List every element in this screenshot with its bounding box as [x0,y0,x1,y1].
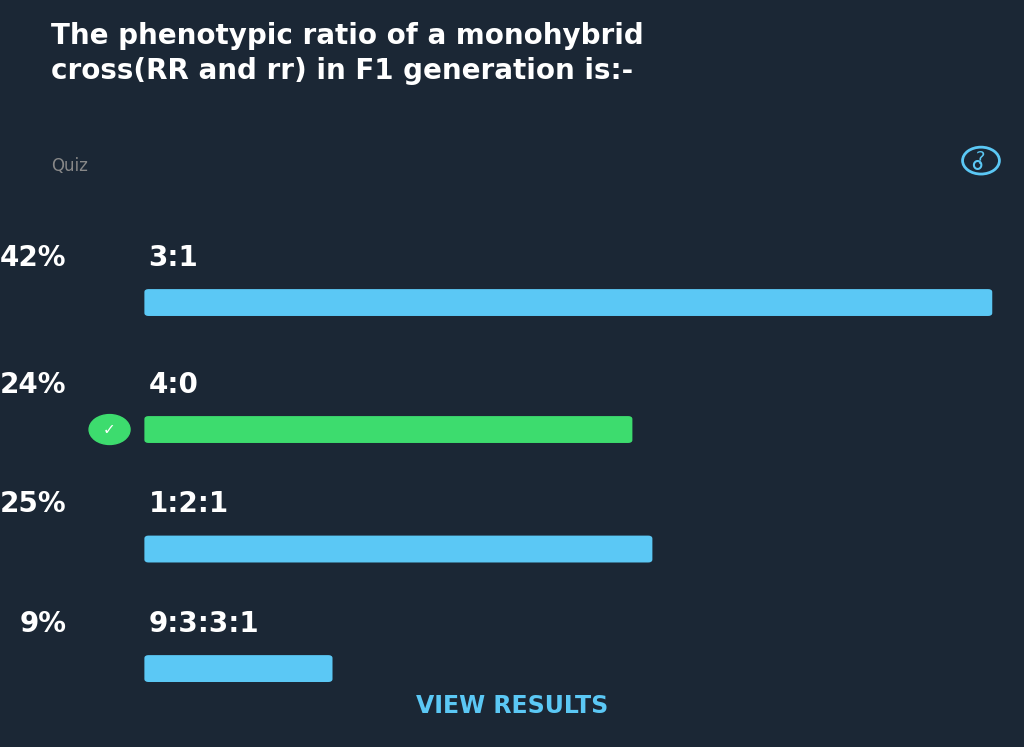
Text: ?: ? [976,150,986,168]
Text: 9:3:3:1: 9:3:3:1 [148,610,259,638]
Text: 1:2:1: 1:2:1 [148,490,228,518]
Text: ⚬: ⚬ [965,153,988,181]
Text: 24%: 24% [0,371,67,399]
FancyBboxPatch shape [144,536,652,562]
Text: 4:0: 4:0 [148,371,199,399]
FancyBboxPatch shape [144,655,333,682]
Text: VIEW RESULTS: VIEW RESULTS [416,694,608,718]
Circle shape [89,415,130,444]
Text: The phenotypic ratio of a monohybrid
cross(RR and rr) in F1 generation is:-: The phenotypic ratio of a monohybrid cro… [51,22,644,85]
Text: 25%: 25% [0,490,67,518]
Text: 9%: 9% [19,610,67,638]
FancyBboxPatch shape [144,289,992,316]
FancyBboxPatch shape [144,416,633,443]
Text: Quiz: Quiz [51,157,88,175]
Text: 3:1: 3:1 [148,244,199,272]
Text: ✓: ✓ [103,422,116,437]
Text: 42%: 42% [0,244,67,272]
